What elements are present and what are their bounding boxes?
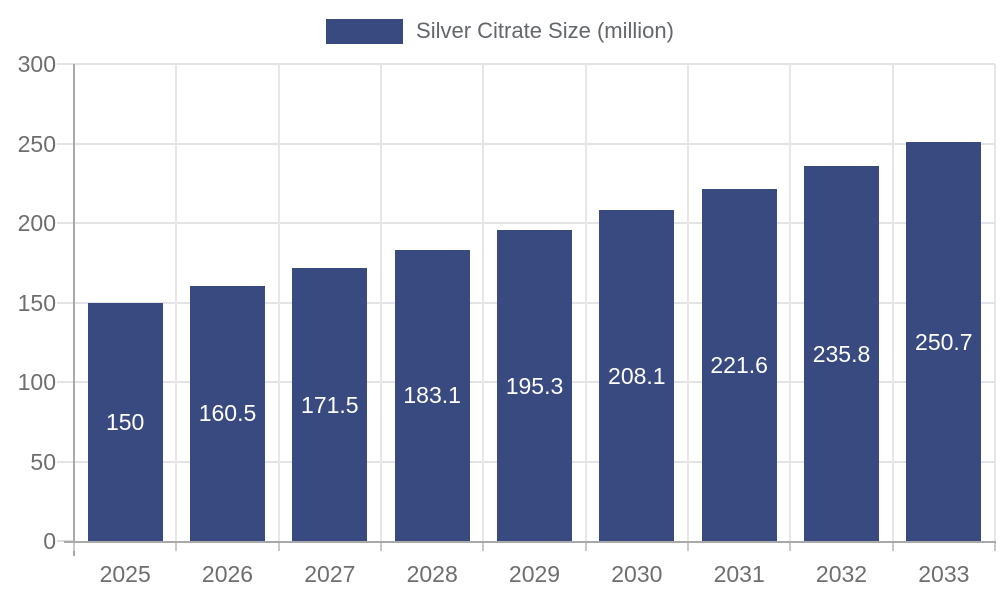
- bar-value-label-2029: 195.3: [505, 372, 564, 399]
- bar-value-label-2031: 221.6: [710, 351, 768, 378]
- x-axis-tick: [994, 543, 996, 551]
- x-axis-tick-label-2028: 2028: [406, 561, 458, 587]
- x-axis-line: [64, 541, 996, 543]
- bar-value-label-2026: 160.5: [198, 400, 257, 427]
- bar-2031[interactable]: [701, 188, 777, 541]
- y-axis-tick-label: 50: [30, 448, 56, 475]
- legend-label: Silver Citrate Size (million): [416, 18, 674, 43]
- gridline-x: [175, 64, 178, 541]
- x-axis-tick: [789, 543, 792, 551]
- gridline-x: [789, 64, 792, 541]
- bar-2027[interactable]: [292, 268, 368, 541]
- gridline-x: [687, 64, 689, 541]
- bar-value-label-2032: 235.8: [812, 340, 871, 367]
- gridline-x: [891, 64, 894, 541]
- x-axis-tick-label-2029: 2029: [508, 561, 561, 587]
- x-axis-tick: [891, 543, 894, 551]
- bar-2030[interactable]: [599, 210, 675, 541]
- bar-2032[interactable]: [804, 166, 879, 541]
- x-axis-tick: [175, 543, 178, 551]
- y-axis-tick-label: 300: [17, 51, 56, 77]
- bar-2028[interactable]: [394, 249, 470, 541]
- y-axis-tick-label: 150: [17, 289, 56, 316]
- gridline-y-200: [57, 222, 995, 224]
- x-axis-tick: [584, 543, 587, 551]
- gridline-y-300: [57, 63, 995, 65]
- x-axis-tick-label-2032: 2032: [815, 561, 868, 587]
- bar-value-label-2028: 183.1: [403, 382, 461, 409]
- x-axis-tick: [277, 543, 280, 551]
- x-axis-tick-label-2027: 2027: [304, 561, 356, 587]
- bar-2029[interactable]: [497, 230, 572, 541]
- x-axis-tick: [73, 543, 75, 551]
- gridline-x: [482, 64, 485, 541]
- bar-2033[interactable]: [906, 142, 982, 541]
- x-axis-tick: [687, 543, 689, 551]
- y-axis-tick-label: 0: [43, 528, 56, 554]
- y-axis-tick-label: 200: [17, 210, 56, 236]
- x-axis-tick-label-2025: 2025: [99, 561, 151, 587]
- bar-value-label-2033: 250.7: [915, 328, 973, 355]
- legend-swatch: [326, 18, 404, 44]
- y-axis-tick-label: 100: [17, 369, 56, 395]
- x-axis-tick-label-2033: 2033: [918, 561, 970, 587]
- gridline-x: [277, 64, 280, 541]
- bar-value-label-2025: 150: [105, 408, 145, 435]
- bar-value-label-2027: 171.5: [301, 391, 359, 418]
- bar-value-label-2030: 208.1: [608, 362, 666, 389]
- gridline-x: [380, 64, 382, 541]
- gridline-x: [994, 64, 996, 541]
- x-axis-tick-label-2030: 2030: [611, 561, 663, 587]
- bar-2025[interactable]: [87, 302, 163, 541]
- gridline-y-250: [57, 142, 995, 145]
- x-axis-tick: [380, 543, 382, 551]
- gridline-x: [584, 64, 587, 541]
- legend-item[interactable]: Silver Citrate Size (million): [0, 17, 1000, 45]
- x-axis-tick: [482, 543, 485, 551]
- x-axis-tick-label-2026: 2026: [201, 561, 254, 587]
- y-axis-tick-label: 250: [17, 130, 56, 157]
- y-axis-line: [73, 64, 75, 556]
- x-axis-tick-label-2031: 2031: [713, 561, 765, 587]
- bar-2026[interactable]: [190, 285, 265, 541]
